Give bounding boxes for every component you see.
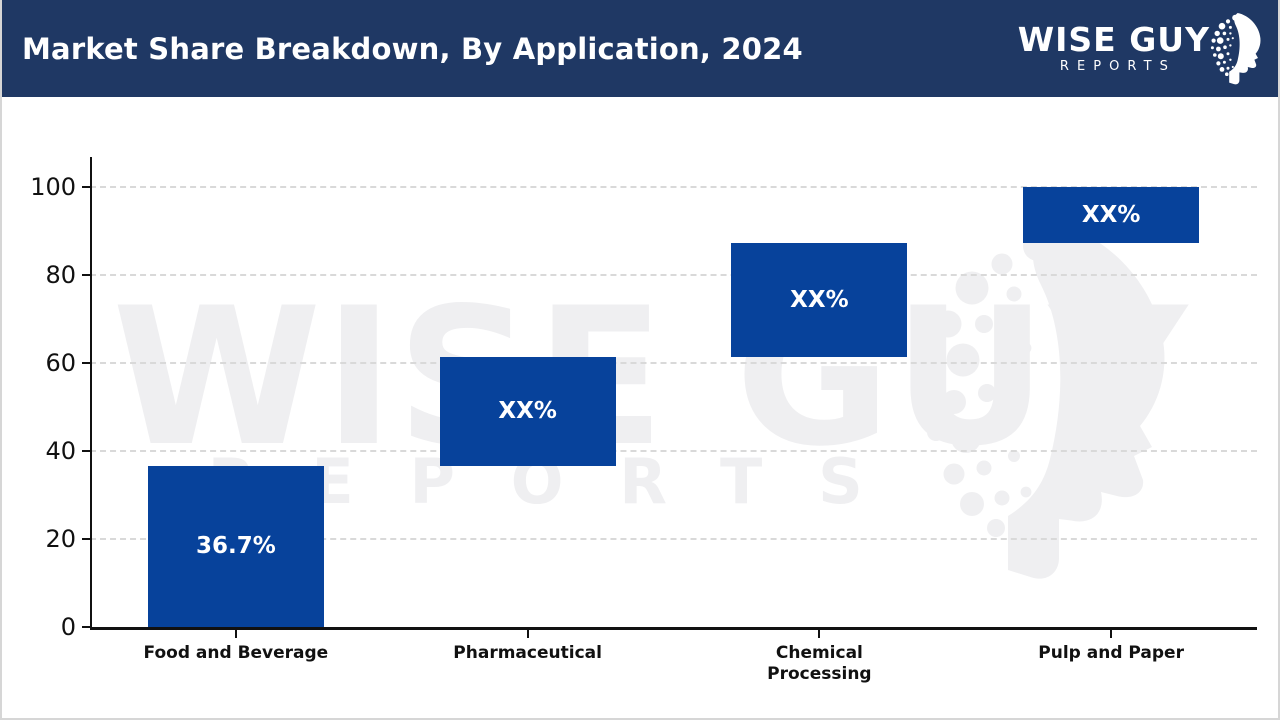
y-axis-tick (82, 362, 90, 364)
header-bar: Market Share Breakdown, By Application, … (2, 0, 1278, 97)
y-tick-label: 100 (30, 173, 76, 201)
category-label: Food and Beverage (143, 643, 329, 663)
bar: XX% (1023, 187, 1200, 243)
brand-logo-text: WISE GUY REPORTS (1018, 23, 1210, 74)
y-axis-tick (82, 274, 90, 276)
bar-value-label: XX% (790, 287, 849, 314)
watermark-dotted-head-icon (916, 222, 1165, 579)
gridline (90, 362, 1257, 364)
x-axis-tick (526, 630, 529, 638)
x-axis-tick (1110, 630, 1113, 638)
category-label: Pulp and Paper (1038, 643, 1184, 663)
dotted-head-icon (1210, 12, 1261, 84)
brand-subname: REPORTS (1059, 58, 1176, 74)
x-axis-tick (818, 630, 821, 638)
category-label: Chemical Processing (767, 643, 872, 685)
y-tick-label: 0 (60, 613, 76, 641)
gridline (90, 274, 1257, 276)
brand-name: WISE GUY (1017, 20, 1210, 60)
bar: XX% (731, 242, 908, 358)
bar-value-label: 36.7% (195, 533, 276, 560)
y-axis-tick (82, 626, 90, 628)
bar-value-label: XX% (498, 398, 557, 425)
chart-area: WISE GUY REPORTS 0 20 40 60 80 (2, 97, 1278, 718)
y-axis-tick (82, 186, 90, 188)
category-label: Pharmaceutical (453, 643, 602, 663)
y-axis-tick (82, 450, 90, 452)
x-axis-line (90, 627, 1257, 630)
bar-value-label: XX% (1081, 201, 1141, 228)
y-axis-line (90, 157, 92, 630)
gridline (90, 186, 1257, 188)
gridline (90, 538, 1257, 540)
y-tick-label: 60 (45, 349, 76, 377)
y-tick-label: 20 (45, 525, 76, 553)
y-axis-tick (82, 538, 90, 540)
brand-logo: WISE GUY REPORTS (1018, 8, 1264, 90)
y-tick-label: 80 (45, 261, 76, 289)
bar: XX% (439, 357, 616, 466)
x-axis-tick (234, 630, 237, 638)
y-tick-label: 40 (45, 437, 76, 465)
bar: 36.7% (147, 465, 324, 627)
chart-title: Market Share Breakdown, By Application, … (22, 31, 803, 66)
gridline (90, 450, 1257, 452)
